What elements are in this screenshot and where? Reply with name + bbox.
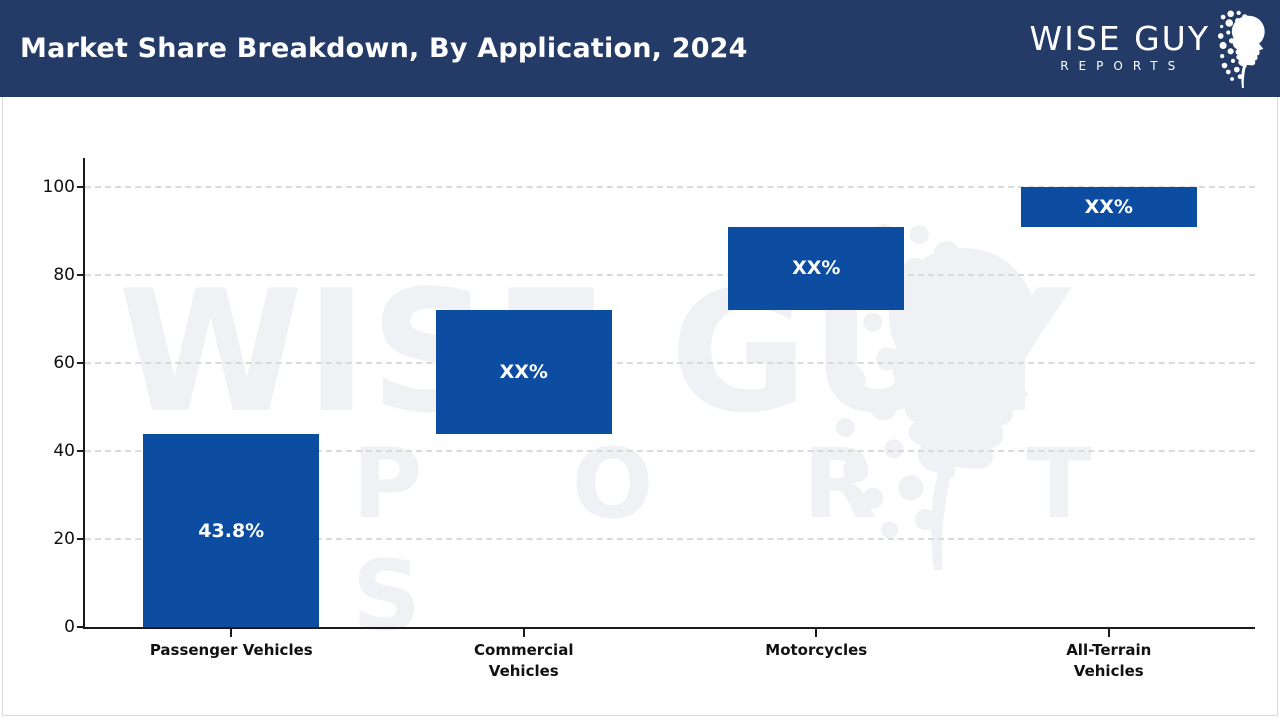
category-label-2: Motorcycles [765,641,868,659]
ytick-mark-60 [77,362,85,364]
wiseguy-logo: WISE GUY REPORTS [1026,6,1266,92]
bar-value-label-0: 43.8% [198,519,265,542]
bar-0 [143,434,320,627]
ytick-mark-100 [77,186,85,188]
gridline-40 [85,450,1255,452]
logo-wiseguy-label: WISE GUY [1029,19,1210,58]
ytick-mark-40 [77,450,85,452]
xtick-mark-2 [815,629,818,637]
ytick-mark-0 [77,626,85,628]
category-label-3: All-Terrain Vehicles [1066,641,1152,680]
gridline-60 [85,362,1255,364]
gridline-100 [85,186,1255,188]
ytick-mark-80 [77,274,85,276]
bar-value-label-1: XX% [499,361,548,384]
ytick-label-20: 20 [53,529,75,549]
ytick-label-100: 100 [42,177,75,197]
category-label-0: Passenger Vehicles [149,641,313,659]
bar-2 [728,226,905,311]
logo-text: WISE GUY REPORTS [1029,19,1210,74]
bar-value-label-3: XX% [1084,195,1133,218]
header-bar: Market Share Breakdown, By Application, … [0,0,1280,97]
xtick-mark-0 [230,629,233,637]
gridline-20 [85,538,1255,540]
category-label-1: Commercial Vehicles [474,641,574,680]
gridline-80 [85,274,1255,276]
xtick-mark-1 [522,629,525,637]
logo-head-icon [1217,10,1265,88]
ytick-label-60: 60 [53,353,75,373]
chart-title: Market Share Breakdown, By Application, … [20,33,748,64]
bar-3 [1020,187,1197,227]
y-axis-line [83,158,85,629]
ytick-label-0: 0 [64,617,75,637]
ytick-label-80: 80 [53,265,75,285]
logo-reports-label: REPORTS [1060,59,1186,73]
bar-value-label-2: XX% [792,257,841,280]
ytick-mark-20 [77,538,85,540]
x-axis-line [83,627,1255,629]
ytick-label-40: 40 [53,441,75,461]
bar-1 [435,310,612,435]
xtick-mark-3 [1107,629,1110,637]
